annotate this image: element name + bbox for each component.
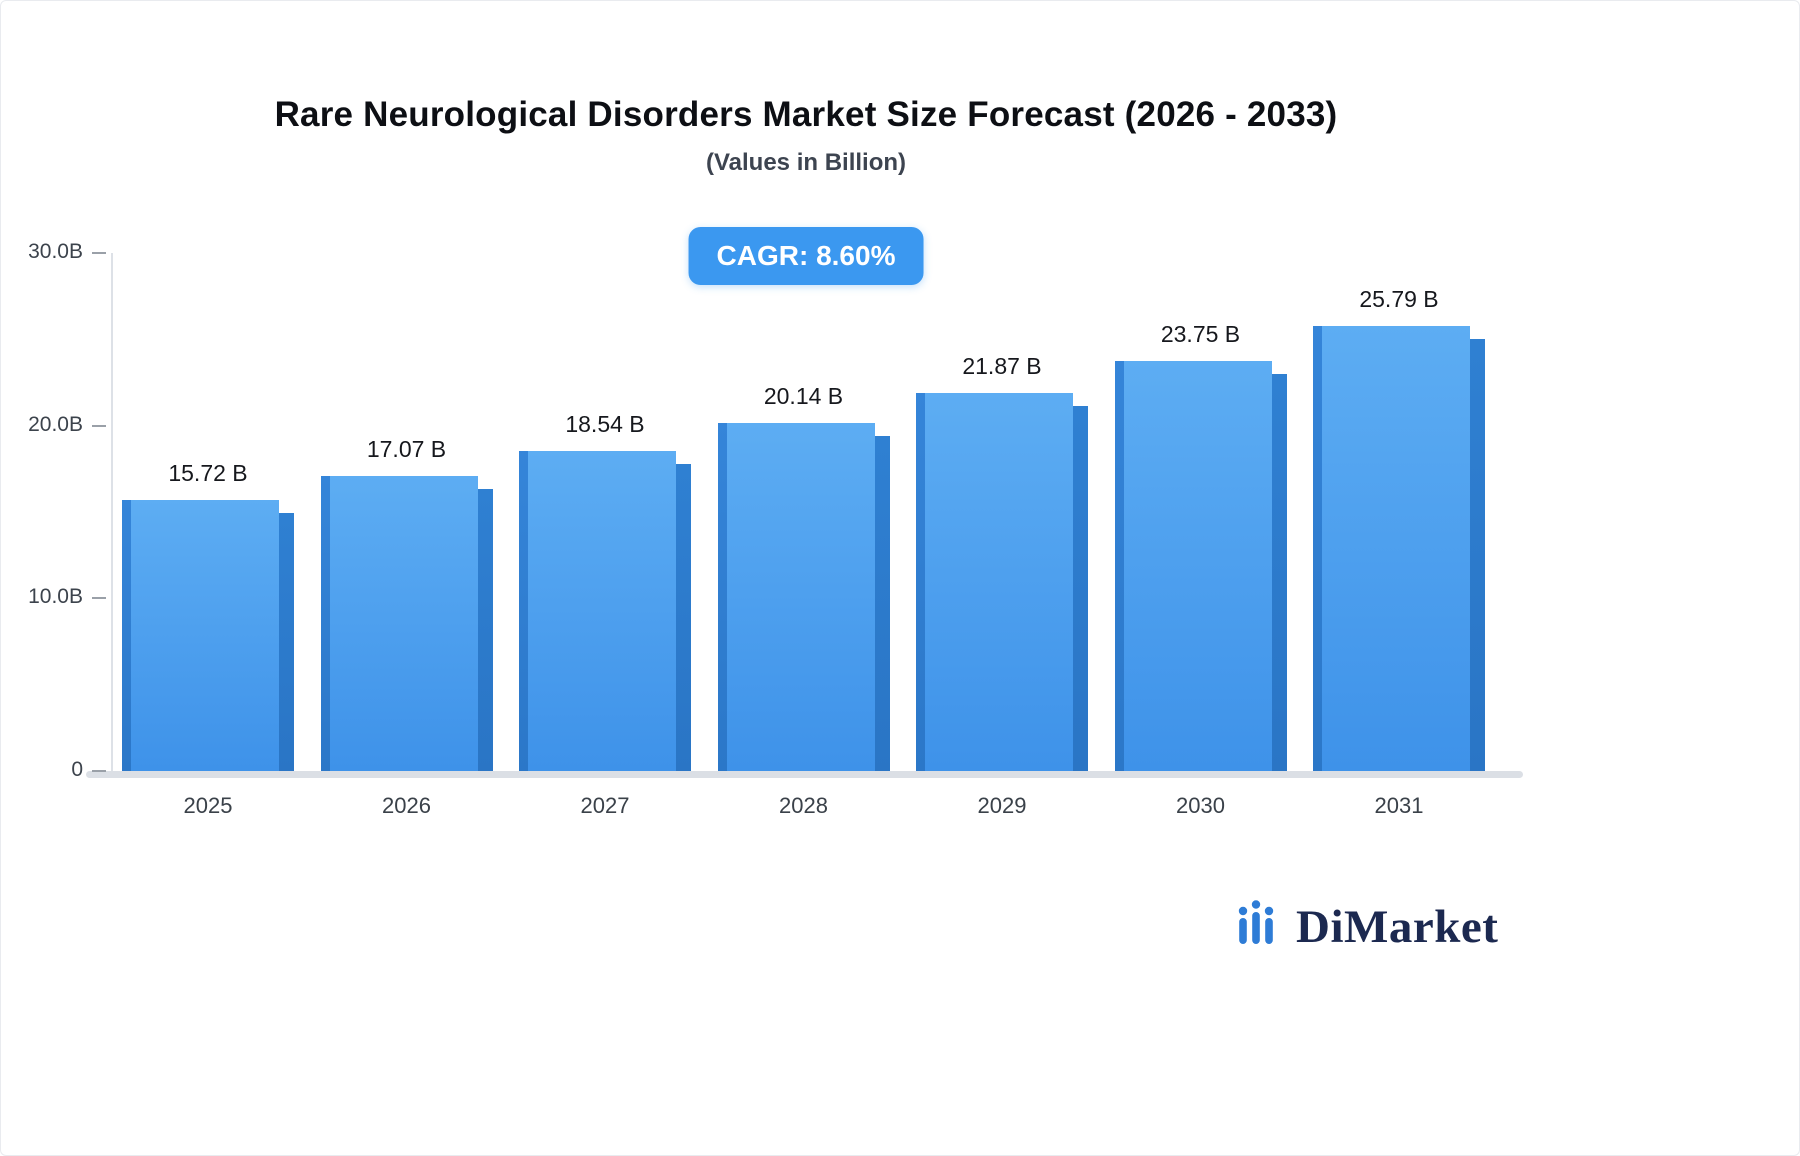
- bar-front-face: [1123, 360, 1272, 771]
- bar-front-face: [925, 393, 1073, 771]
- bar-value-label: 21.87 B: [962, 353, 1042, 380]
- bar-left-face: [519, 450, 528, 771]
- bar-left-face: [320, 476, 330, 771]
- x-axis-line: [86, 771, 1523, 778]
- bar-value-label: 17.07 B: [366, 436, 447, 463]
- bar-2029: 21.87 B: [916, 353, 1088, 771]
- x-axis-label: 2029: [977, 793, 1027, 818]
- bar-chart-logo-icon: [1229, 897, 1283, 956]
- brand-wordmark: DiMarket: [1296, 900, 1499, 953]
- x-axis-label: 2031: [1374, 793, 1424, 818]
- x-axis-label: 2026: [382, 793, 431, 818]
- bar-value-label: 20.14 B: [763, 383, 844, 410]
- bar-side-face: [1470, 338, 1485, 771]
- bar-2028: 20.14 B: [717, 383, 890, 771]
- bar-left-face: [717, 423, 727, 771]
- x-axis-label: 2025: [183, 793, 233, 818]
- chart-title: Rare Neurological Disorders Market Size …: [274, 95, 1338, 134]
- bar-left-face: [1313, 325, 1322, 771]
- bar-left-face: [122, 499, 131, 771]
- bar-left-face: [916, 393, 925, 771]
- bar-front-face: [329, 476, 478, 771]
- bar-value-label: 25.79 B: [1359, 285, 1439, 312]
- y-axis-line: [111, 253, 113, 774]
- bar-2027: 18.54 B: [519, 411, 691, 771]
- y-axis-tick: [92, 597, 106, 600]
- bar-side-face: [1073, 406, 1088, 771]
- bar-2031: 25.79 B: [1313, 286, 1485, 771]
- bar-value-label: 18.54 B: [565, 410, 645, 437]
- y-axis-label: 0: [71, 758, 83, 781]
- bar-2026: 17.07 B: [320, 436, 493, 771]
- bar-side-face: [874, 436, 890, 771]
- y-axis-tick: [92, 252, 106, 254]
- y-axis-label: 10.0B: [28, 585, 83, 609]
- brand-logo: DiMarket: [1229, 897, 1498, 956]
- bar-left-face: [1114, 360, 1124, 771]
- bar-side-face: [1271, 373, 1287, 771]
- bar-side-face: [676, 463, 691, 771]
- plot-area: 0 10.0B 20.0B 30.0B 15.72 B 2025 17.07 B 2026 18…: [1, 240, 1561, 873]
- bar-front-face: [1322, 325, 1470, 771]
- bar-front-face: [528, 450, 676, 771]
- y-axis-tick: [92, 424, 106, 427]
- bar-2025: 15.72 B: [122, 460, 294, 771]
- bar-side-face: [477, 489, 493, 771]
- x-axis-label: 2027: [580, 793, 630, 818]
- bar-value-label: 23.75 B: [1160, 320, 1241, 347]
- bar-2030: 23.75 B: [1114, 321, 1287, 771]
- y-axis-tick: [92, 770, 106, 772]
- bar-front-face: [131, 499, 279, 771]
- x-axis-label: 2028: [779, 793, 828, 818]
- bar-value-label: 15.72 B: [168, 459, 248, 486]
- cagr-badge: CAGR: 8.60%: [688, 227, 924, 285]
- y-axis-label: 20.0B: [28, 412, 83, 436]
- bar-front-face: [726, 423, 875, 771]
- y-axis-label: 30.0B: [28, 240, 83, 263]
- chart-subtitle: (Values in Billion): [705, 149, 907, 176]
- bar-side-face: [279, 512, 294, 771]
- x-axis-label: 2030: [1176, 793, 1225, 818]
